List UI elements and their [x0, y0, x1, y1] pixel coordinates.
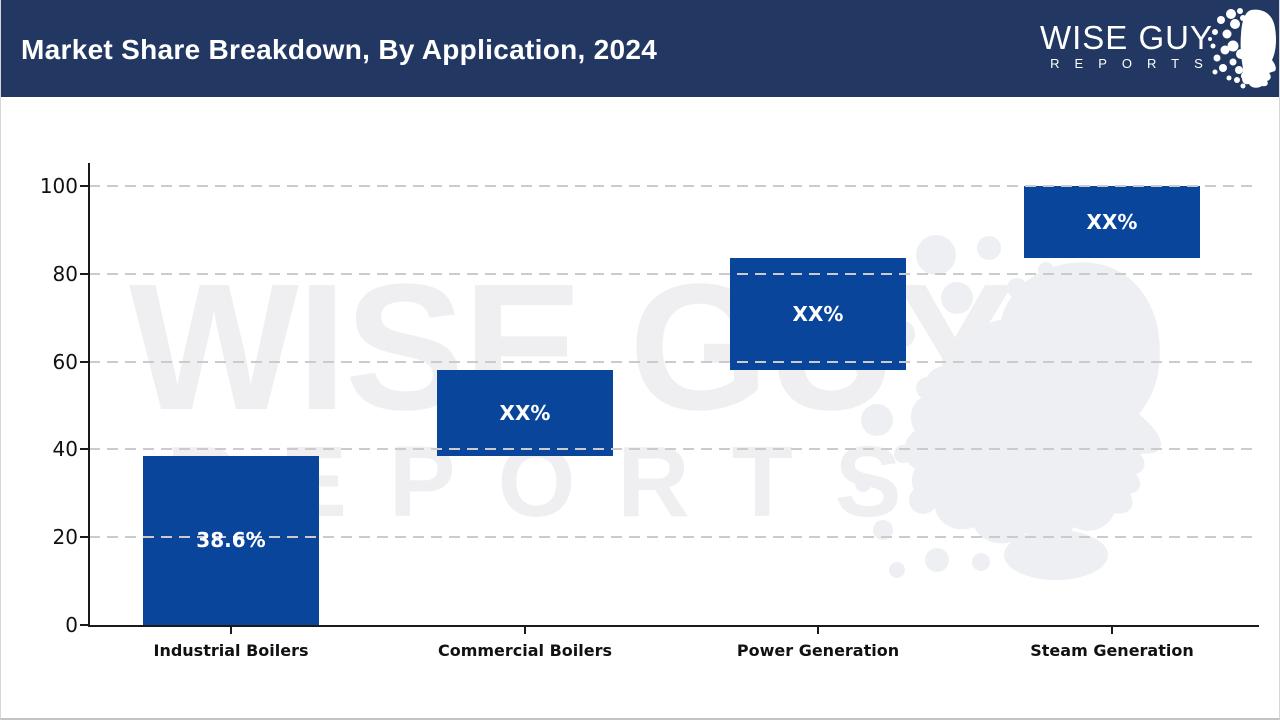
y-tick-mark-80 [80, 272, 88, 275]
bar-value-label: XX% [1086, 209, 1138, 234]
gridline-y100 [89, 185, 1259, 187]
y-tick-label-20: 20 [52, 525, 78, 550]
bar-power-generation [730, 257, 906, 371]
gridline-y60 [89, 360, 1259, 363]
x-axis-line [88, 625, 1259, 627]
y-tick-label-100: 100 [39, 174, 78, 198]
y-tick-label-40: 40 [52, 437, 78, 462]
logo-subtitle: REPORTS [1050, 55, 1218, 71]
bar-industrial-boilers [143, 455, 319, 625]
x-tick-mark [817, 626, 819, 634]
chart-title: Market Share Breakdown, By Application, … [21, 34, 658, 65]
y-tick-label-0: 0 [65, 613, 78, 637]
x-tick-mark [524, 626, 526, 634]
y-axis-line [88, 163, 90, 627]
bar-steam-generation [1024, 186, 1200, 258]
x-tick-mark [1111, 626, 1113, 634]
gridline-y20 [89, 536, 1259, 539]
plot-area: 0 20 40 60 80 100 38.6% Industrial Boilers XX% Co… [1, 97, 1279, 718]
y-tick-mark-0 [80, 624, 88, 626]
bar-value-label: 38.6% [196, 528, 266, 553]
bar-commercial-boilers [437, 370, 613, 456]
bar-value-label: XX% [792, 302, 844, 327]
y-tick-mark-40 [80, 448, 88, 451]
x-category-label: Commercial Boilers [437, 641, 613, 660]
header-band: Market Share Breakdown, By Application, … [1, 0, 1279, 97]
x-category-label: Power Generation [736, 641, 900, 660]
y-tick-mark-20 [80, 536, 88, 539]
logo-wordmark: WISE GUY [1039, 19, 1213, 56]
y-tick-label-80: 80 [52, 261, 78, 286]
x-category-label: Steam Generation [1030, 641, 1194, 660]
x-tick-mark [230, 626, 232, 634]
watermark-head-graphic-icon [855, 235, 1161, 580]
bar-value-label: XX% [499, 400, 551, 425]
y-tick-mark-60 [80, 360, 88, 363]
gridline-y40 [89, 448, 1259, 451]
y-tick-mark-100 [80, 185, 88, 187]
wiseguy-face-logo-icon [1208, 8, 1276, 89]
y-tick-label-60: 60 [52, 349, 78, 374]
x-category-label: Industrial Boilers [153, 641, 309, 660]
wiseguy-logo: WISE GUY REPORTS [1040, 19, 1213, 70]
gridline-y80 [89, 272, 1259, 275]
